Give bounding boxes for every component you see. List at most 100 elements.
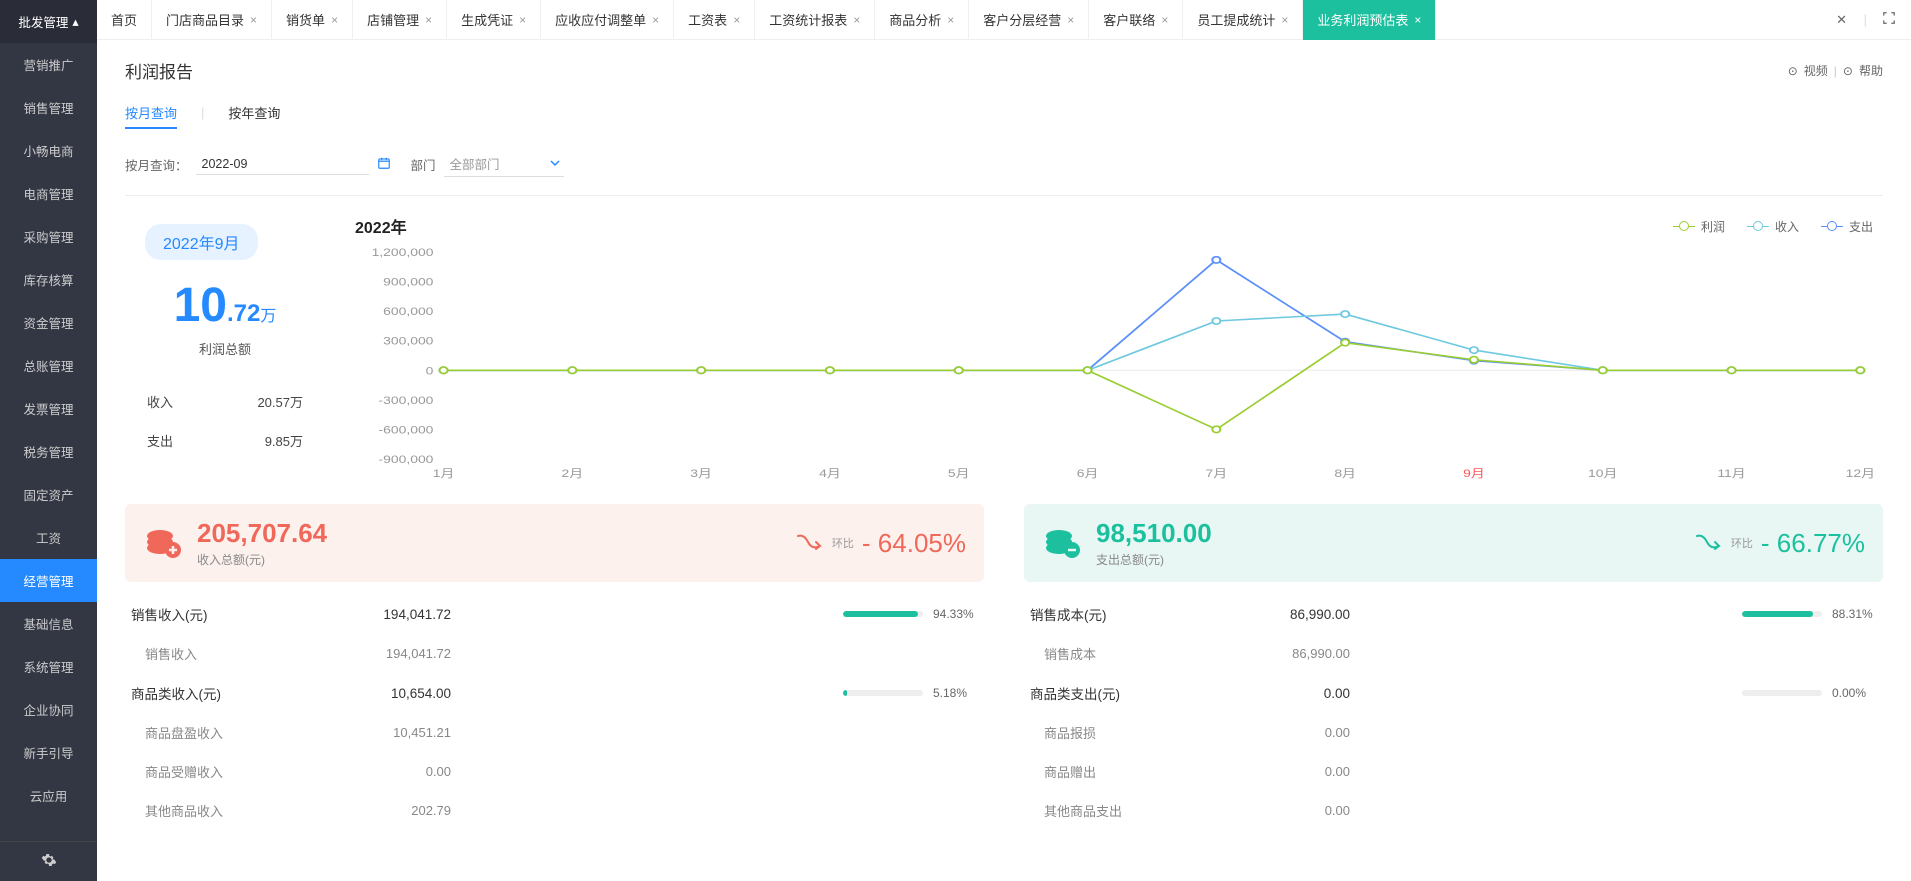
tabs-bar-right: ✕ | xyxy=(1820,8,1911,32)
summary-profit-frac: .72 xyxy=(227,300,260,327)
dept-select[interactable]: 全部部门 xyxy=(444,151,564,177)
sidebar-item[interactable]: 固定资产 xyxy=(0,473,97,516)
calendar-icon[interactable] xyxy=(377,156,391,173)
stat-row: 商品报损0.00 xyxy=(1024,713,1883,752)
tab[interactable]: 客户联络 × xyxy=(1089,0,1183,40)
svg-text:5月: 5月 xyxy=(948,467,970,479)
tab-close-icon[interactable]: × xyxy=(853,13,860,27)
summary-expense-label: 支出 xyxy=(147,431,173,450)
sidebar-item[interactable]: 基础信息 xyxy=(0,602,97,645)
trend-down-icon xyxy=(796,532,824,555)
help-links: ⊙ 视频 | ⊙ 帮助 xyxy=(1788,62,1883,79)
legend-item[interactable]: 支出 xyxy=(1821,218,1873,235)
tab-label: 店铺管理 xyxy=(367,10,419,29)
sidebar-item[interactable]: 工资 xyxy=(0,516,97,559)
tab[interactable]: 工资表× xyxy=(674,0,755,40)
sidebar-item[interactable]: 税务管理 xyxy=(0,430,97,473)
subtabs: 按月查询|按年查询 xyxy=(125,97,1883,129)
summary-profit-unit: 万 xyxy=(260,308,276,325)
expense-card-head: 98,510.00 支出总额(元) 环比 - 66.77% xyxy=(1024,504,1883,582)
legend-item[interactable]: 收入 xyxy=(1747,218,1799,235)
svg-text:-300,000: -300,000 xyxy=(379,394,434,406)
sidebar-item[interactable]: 营销推广 xyxy=(0,43,97,86)
tab-close-icon[interactable]: × xyxy=(1281,13,1288,27)
tab-label: 商品分析 xyxy=(889,10,941,29)
month-filter: 按月查询： xyxy=(125,154,391,175)
summary-income-value: 20.57万 xyxy=(257,392,303,411)
sidebar-item[interactable]: 系统管理 xyxy=(0,645,97,688)
chevron-up-icon: ▴ xyxy=(72,14,78,29)
help-icon: ⊙ xyxy=(1843,64,1853,78)
sidebar-item[interactable]: 总账管理 xyxy=(0,344,97,387)
expense-ratio-value: - 66.77% xyxy=(1761,528,1865,559)
month-input[interactable] xyxy=(196,154,369,175)
chart-title: 2022年 xyxy=(355,214,407,238)
sidebar-item[interactable]: 销售管理 xyxy=(0,86,97,129)
sidebar-item[interactable]: 库存核算 xyxy=(0,258,97,301)
close-all-tabs-button[interactable]: ✕ xyxy=(1830,8,1854,32)
expense-ratio-wrap: 环比 xyxy=(1731,535,1753,551)
tab-label: 客户分层经营 xyxy=(983,10,1061,29)
tab-label: 门店商品目录 xyxy=(166,10,244,29)
sidebar: 批发管理 ▴ 营销推广销售管理小畅电商电商管理采购管理库存核算资金管理总账管理发… xyxy=(0,0,97,881)
tab-close-icon[interactable]: × xyxy=(1067,13,1074,27)
sidebar-item[interactable]: 资金管理 xyxy=(0,301,97,344)
tab-close-icon[interactable]: × xyxy=(425,13,432,27)
tab-close-icon[interactable]: × xyxy=(1414,13,1421,27)
tab[interactable]: 商品分析 × xyxy=(875,0,969,40)
tab-close-icon[interactable]: × xyxy=(733,13,740,27)
tab[interactable]: 店铺管理 × xyxy=(353,0,447,40)
tab-label: 客户联络 xyxy=(1103,10,1155,29)
tabs-list: 首页门店商品目录×销货单×店铺管理×生成凭证×应收应付调整单×工资表×工资统计报… xyxy=(97,0,1820,40)
svg-text:6月: 6月 xyxy=(1077,467,1099,479)
tab[interactable]: 应收应付调整单 × xyxy=(541,0,674,40)
tab[interactable]: 生成凭证× xyxy=(447,0,541,40)
tab-close-icon[interactable]: × xyxy=(331,13,338,27)
sidebar-item[interactable]: 电商管理 xyxy=(0,172,97,215)
subtab[interactable]: 按年查询 xyxy=(228,97,280,128)
tab-close-icon[interactable]: × xyxy=(1161,13,1168,27)
tab-close-icon[interactable]: × xyxy=(250,13,257,27)
expense-head-text: 98,510.00 支出总额(元) xyxy=(1096,518,1212,568)
svg-text:12月: 12月 xyxy=(1846,467,1873,479)
sidebar-item[interactable]: 云应用 xyxy=(0,774,97,817)
sidebar-item[interactable]: 小畅电商 xyxy=(0,129,97,172)
fullscreen-icon xyxy=(1882,11,1896,28)
income-ratio-label: 环比 xyxy=(832,535,854,551)
stat-row-value: 86,990.00 xyxy=(1210,607,1350,622)
subtab[interactable]: 按月查询 xyxy=(125,97,177,128)
sidebar-item[interactable]: 新手引导 xyxy=(0,731,97,774)
video-icon: ⊙ xyxy=(1788,64,1798,78)
sidebar-item[interactable]: 采购管理 xyxy=(0,215,97,258)
help-link[interactable]: 帮助 xyxy=(1859,62,1883,79)
stat-row: 销售成本86,990.00 xyxy=(1024,634,1883,673)
tab-label: 工资统计报表 xyxy=(769,10,847,29)
tab-label: 应收应付调整单 xyxy=(555,10,646,29)
tab[interactable]: 业务利润预估表× xyxy=(1303,0,1436,40)
sidebar-settings[interactable] xyxy=(0,841,97,881)
sidebar-item[interactable]: 经营管理 xyxy=(0,559,97,602)
sidebar-item[interactable]: 发票管理 xyxy=(0,387,97,430)
tab[interactable]: 工资统计报表 × xyxy=(755,0,875,40)
legend-item[interactable]: 利润 xyxy=(1673,218,1725,235)
stat-row-name: 其他商品收入 xyxy=(131,801,311,820)
tab-close-icon[interactable]: × xyxy=(652,13,659,27)
tab-close-icon[interactable]: × xyxy=(947,13,954,27)
tab-close-icon[interactable]: × xyxy=(519,13,526,27)
sidebar-header-label: 批发管理 xyxy=(18,12,68,31)
summary-expense-value: 9.85万 xyxy=(265,431,303,450)
help-video-link[interactable]: 视频 xyxy=(1804,62,1828,79)
stat-row: 商品类收入(元)10,654.005.18% xyxy=(125,673,984,713)
tab[interactable]: 门店商品目录 × xyxy=(152,0,272,40)
tab[interactable]: 首页 xyxy=(97,0,152,40)
sidebar-header[interactable]: 批发管理 ▴ xyxy=(0,0,97,43)
fullscreen-button[interactable] xyxy=(1877,8,1901,32)
sidebar-item[interactable]: 企业协同 xyxy=(0,688,97,731)
svg-text:9月: 9月 xyxy=(1463,467,1485,479)
top-section: 2022年9月 10.72万 利润总额 收入 20.57万 支出 9.85万 xyxy=(125,214,1883,484)
filter-row: 按月查询： 部门 全部部门 xyxy=(125,141,1883,196)
tab[interactable]: 销货单× xyxy=(272,0,353,40)
tab[interactable]: 客户分层经营 × xyxy=(969,0,1089,40)
expense-head-left: 98,510.00 支出总额(元) xyxy=(1042,518,1212,568)
tab[interactable]: 员工提成统计× xyxy=(1183,0,1303,40)
